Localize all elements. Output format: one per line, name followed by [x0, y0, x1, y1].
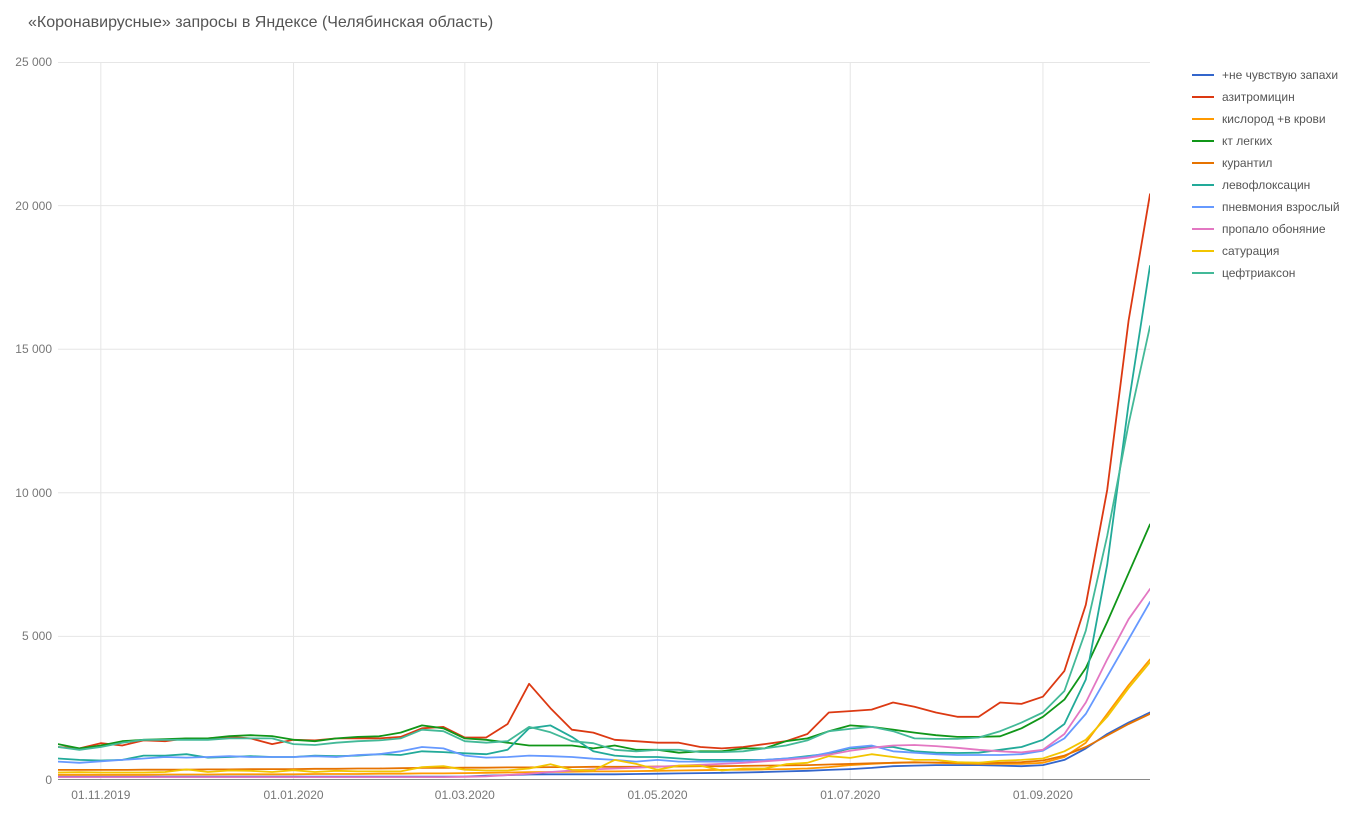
legend-item[interactable]: курантил: [1192, 152, 1340, 174]
chart-container: «Коронавирусные» запросы в Яндексе (Челя…: [0, 0, 1360, 827]
legend-item[interactable]: пропало обоняние: [1192, 218, 1340, 240]
legend-item[interactable]: +не чувствую запахи: [1192, 64, 1340, 86]
legend-label: пневмония взрослый: [1222, 196, 1340, 218]
y-tick-label: 5 000: [4, 629, 52, 643]
x-tick-label: 01.09.2020: [1013, 788, 1073, 802]
chart-legend: +не чувствую запахиазитромицинкислород +…: [1192, 64, 1340, 284]
legend-item[interactable]: кислород +в крови: [1192, 108, 1340, 130]
legend-swatch: [1192, 184, 1214, 186]
chart-plot: [58, 62, 1150, 780]
legend-item[interactable]: сатурация: [1192, 240, 1340, 262]
y-tick-label: 25 000: [4, 55, 52, 69]
legend-label: пропало обоняние: [1222, 218, 1326, 240]
legend-label: левофлоксацин: [1222, 174, 1310, 196]
legend-swatch: [1192, 96, 1214, 98]
legend-item[interactable]: пневмония взрослый: [1192, 196, 1340, 218]
legend-label: сатурация: [1222, 240, 1279, 262]
legend-swatch: [1192, 118, 1214, 120]
legend-item[interactable]: азитромицин: [1192, 86, 1340, 108]
legend-label: азитромицин: [1222, 86, 1295, 108]
legend-swatch: [1192, 74, 1214, 76]
y-tick-label: 0: [4, 773, 52, 787]
legend-swatch: [1192, 250, 1214, 252]
legend-item[interactable]: кт легких: [1192, 130, 1340, 152]
x-tick-label: 01.05.2020: [627, 788, 687, 802]
legend-label: +не чувствую запахи: [1222, 64, 1338, 86]
legend-label: кислород +в крови: [1222, 108, 1326, 130]
legend-label: кт легких: [1222, 130, 1272, 152]
y-tick-label: 20 000: [4, 199, 52, 213]
legend-swatch: [1192, 272, 1214, 274]
legend-swatch: [1192, 140, 1214, 142]
y-tick-label: 15 000: [4, 342, 52, 356]
legend-swatch: [1192, 162, 1214, 164]
legend-label: курантил: [1222, 152, 1272, 174]
series-line: [58, 194, 1150, 748]
legend-swatch: [1192, 206, 1214, 208]
series-line: [58, 266, 1150, 761]
series-line: [58, 326, 1150, 752]
legend-label: цефтриаксон: [1222, 262, 1295, 284]
chart-title: «Коронавирусные» запросы в Яндексе (Челя…: [28, 14, 493, 32]
series-line: [58, 589, 1150, 777]
x-tick-label: 01.01.2020: [263, 788, 323, 802]
legend-item[interactable]: левофлоксацин: [1192, 174, 1340, 196]
legend-item[interactable]: цефтриаксон: [1192, 262, 1340, 284]
x-tick-label: 01.07.2020: [820, 788, 880, 802]
y-tick-label: 10 000: [4, 486, 52, 500]
series-line: [58, 524, 1150, 752]
legend-swatch: [1192, 228, 1214, 230]
x-tick-label: 01.11.2019: [71, 788, 130, 802]
x-tick-label: 01.03.2020: [435, 788, 495, 802]
